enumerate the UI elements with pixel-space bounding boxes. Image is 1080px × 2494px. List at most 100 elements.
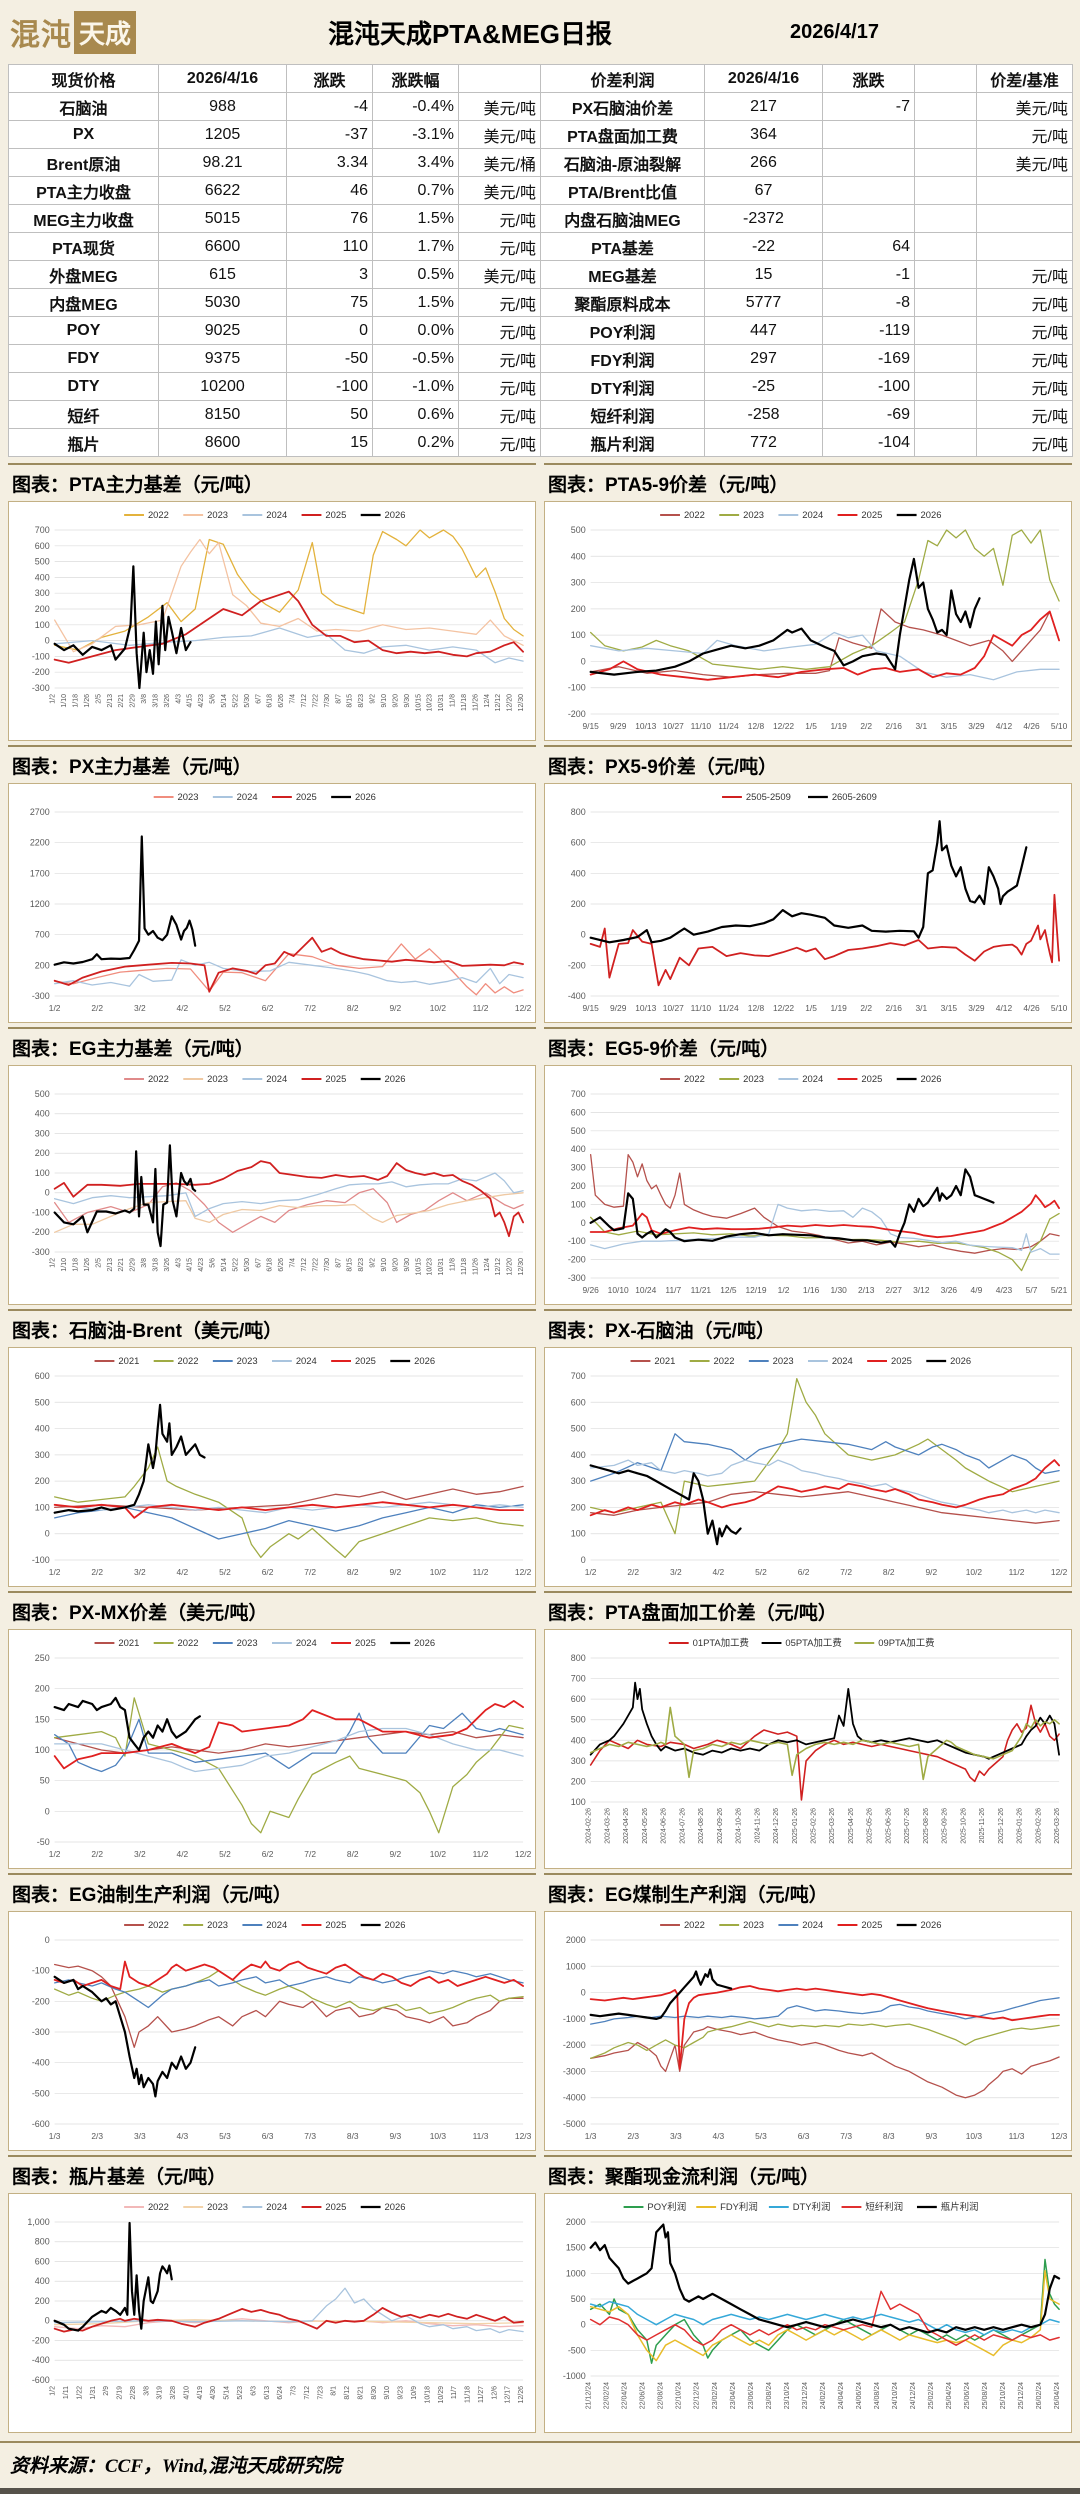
series-2026 [53,1403,206,1514]
y-axis-tick: -400 [32,2355,50,2365]
series-短纤利润 [589,2290,1060,2346]
x-axis-tick: 2025-08-26 [923,1808,930,1844]
x-axis-tick: 1/31 [90,2386,97,2400]
table-cell [914,176,977,205]
table-cell: 0.0% [372,316,459,345]
y-axis-tick: 800 [571,807,586,817]
y-axis-tick: -100 [32,1966,50,1976]
series-2023 [54,943,524,996]
legend-label: 2025 [355,1638,376,1649]
x-axis-tick: 12/30 [518,694,525,712]
y-axis-tick: 1200 [30,899,50,909]
x-axis-tick: 2025-05-26 [867,1808,874,1844]
table-cell: -37 [286,120,373,149]
table-cell: 8600 [158,428,287,457]
legend-label: 2026 [385,1074,406,1085]
x-axis-tick: 7/2 [304,1849,316,1859]
x-axis-tick: 5/14 [224,2386,231,2400]
y-axis-tick: 500 [571,1715,586,1725]
chart-panel: -600 -500 -400 -300 -200 -100 0 1/3 2/3 3/3 4/3 5/3… [8,1911,536,2151]
x-axis-tick: 2/21 [118,1258,125,1272]
chart-section: 图表：PX5-9价差（元/吨） -400 -200 0 200 400 600 800 9/15… [544,745,1072,1027]
x-axis-tick: 4/23 [198,694,205,708]
legend-label: POY利润 [647,2201,686,2213]
table-cell: 元/吨 [458,400,541,429]
y-axis-tick: -100 [32,651,50,661]
x-axis-tick: 5/23 [237,2386,244,2400]
table-row: 短纤 8150 50 0.6% 元/吨 短纤利润 -258 -69 元/吨 [8,400,1073,429]
x-axis-tick: 6/2 [262,1567,274,1577]
x-axis-tick: 12/17 [505,2386,512,2404]
x-axis-tick: 5/22 [232,694,239,708]
legend-label: 2024 [802,510,823,521]
chart-panel: -300 -200 -100 0 100 200 300 400 500 600 700 9/26 10… [544,1065,1072,1305]
legend-label: 2022 [148,2202,169,2213]
x-axis-tick: 7/2 [304,1567,316,1577]
x-axis-tick: 2025-01-26 [792,1808,799,1844]
x-axis-tick: 9/15 [582,721,599,731]
legend-label: 09PTA加工费 [878,1637,934,1649]
x-axis-tick: 26/04/24 [1054,2382,1061,2409]
x-axis-tick: 1/11 [63,2386,70,2399]
x-axis-tick: 25/02/24 [928,2382,935,2409]
chart-panel: -600 -400 -200 0 200 400 600 800 1,000 1/2 1/11 1/2… [8,2193,536,2433]
x-axis-tick: 8/2 [347,1567,359,1577]
table-row: MEG主力收盘 5015 76 1.5% 元/吨 内盘石脑油MEG -2372 [8,204,1073,233]
x-axis-tick: 9/26 [582,1285,599,1295]
legend-label: 2023 [207,1920,228,1931]
chart-section: 图表：石脑油-Brent（美元/吨） -100 0 100 200 300 400 500 60… [8,1309,536,1591]
table-row: PX 1205 -37 -3.1% 美元/吨 PTA盘面加工费 364 元/吨 [8,120,1073,149]
series-2025 [53,1501,524,1519]
table-cell: 美元/吨 [458,176,541,205]
y-axis-tick: 500 [571,1126,586,1136]
table-cell [914,92,977,121]
legend-label: 2022 [178,1356,199,1367]
x-axis-tick: 1/2 [50,2386,57,2396]
x-axis-tick: 9/20 [392,1258,399,1272]
x-axis-tick: 11/7 [451,2386,458,2399]
y-axis-tick: 300 [571,578,586,588]
x-axis-tick: 12/12 [495,1258,502,1276]
y-axis-tick: -600 [32,2375,50,2385]
legend-label: 2023 [743,510,764,521]
x-axis-tick: 9/2 [389,1849,401,1859]
x-axis-tick: 8/3 [883,2131,895,2141]
x-axis-tick: 5/3 [755,2131,767,2141]
table-cell: 75 [286,288,373,317]
x-axis-tick: 2/16 [886,721,903,731]
x-axis-tick: 2025-02-26 [811,1808,818,1844]
chart-title: 图表：PX主力基差（元/吨） [12,757,252,778]
chart-title: 图表：EG主力基差（元/吨） [12,1039,254,1060]
x-axis-tick: 1/3 [585,2131,597,2141]
x-axis-tick: 4/26 [1023,1003,1040,1013]
y-axis-tick: 2200 [30,838,50,848]
x-axis-tick: 2/2 [860,1003,872,1013]
table-cell: 短纤利润 [540,400,705,429]
y-axis-tick: -300 [32,683,50,693]
y-axis-tick: 100 [35,1168,50,1178]
y-axis-tick: 700 [571,1089,586,1099]
x-axis-tick: 3/3 [134,2131,146,2141]
x-axis-tick: 3/18 [152,1258,159,1272]
y-axis-tick: 200 [35,604,50,614]
series-2025 [53,2307,524,2333]
x-axis-tick: 2026-03-26 [1054,1808,1061,1844]
table-cell [976,204,1073,233]
x-axis-tick: 4/2 [177,1567,189,1577]
table-cell: 聚酯原料成本 [540,288,705,317]
bottom-bar [0,2488,1080,2494]
legend-label: 2025 [861,510,882,521]
column-header [914,64,977,93]
series-2026 [589,1968,733,2021]
table-cell: PX [8,120,159,149]
chart-title: 图表：PTA盘面加工价差（元/吨） [548,1603,837,1624]
x-axis-tick: 12/6 [491,2386,498,2400]
y-axis-tick: 0 [45,1529,50,1539]
x-axis-tick: 2026-02-26 [1035,1808,1042,1844]
series-2022 [54,1446,524,1559]
table-cell: PTA主力收盘 [8,176,159,205]
series-2025 [589,610,1060,681]
x-axis-tick: 7/23 [317,2386,324,2400]
legend-label: 2023 [743,1074,764,1085]
